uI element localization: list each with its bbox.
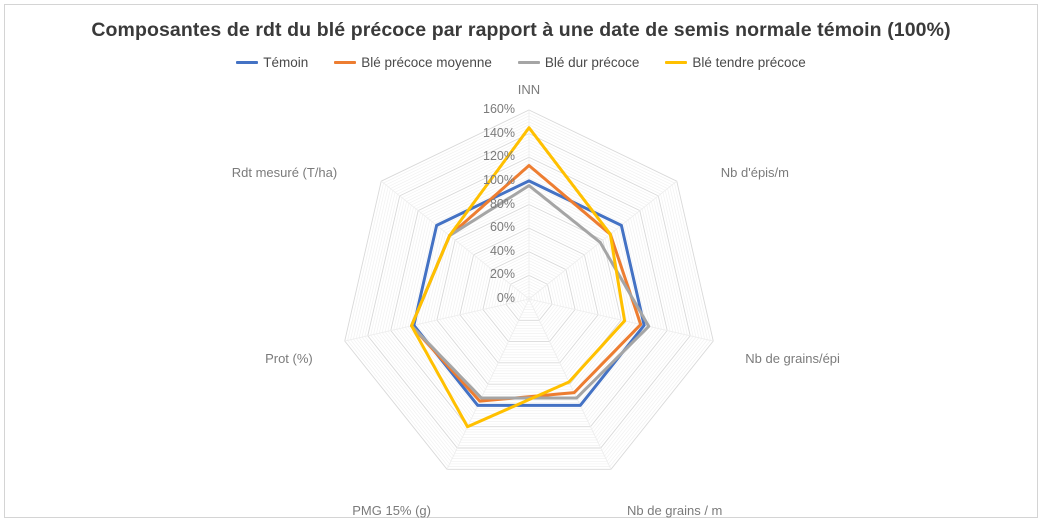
grid-ring	[505, 274, 553, 321]
radial-tick-label: 100%	[483, 172, 515, 187]
grid-ring	[401, 168, 657, 417]
grid-ring	[364, 130, 694, 452]
legend-swatch-icon	[334, 60, 357, 65]
series-polygon[interactable]	[410, 126, 627, 429]
grid-ring	[517, 286, 541, 310]
radial-tick-label: 0%	[496, 291, 515, 305]
grid-ring	[355, 121, 703, 459]
grid-ring	[462, 230, 596, 361]
grid-ring	[430, 198, 628, 390]
grid-ring	[396, 162, 662, 422]
grid-ring	[445, 212, 613, 377]
radial-tick-label: 160%	[483, 102, 515, 116]
grid-ring	[390, 156, 668, 428]
axis-label-2: Nb d'épis/m	[720, 165, 789, 181]
grid-ring	[376, 142, 682, 441]
grid-ring	[519, 289, 539, 308]
legend-item-label: Blé précoce moyenne	[361, 55, 492, 70]
spoke-line	[528, 180, 678, 300]
axis-label-7: Rdt mesuré (T/ha)	[231, 165, 338, 181]
grid-ring	[485, 254, 573, 340]
grid-ring	[416, 183, 642, 404]
chart-frame: Composantes de rdt du blé précoce par ra…	[4, 4, 1038, 518]
legend-item-label: Blé dur précoce	[544, 55, 640, 70]
grid-ring	[393, 159, 665, 425]
grid-ring	[499, 269, 559, 326]
grid-ring	[404, 171, 654, 414]
grid-ring	[508, 277, 550, 318]
grid-ring	[522, 292, 536, 305]
grid-ring	[367, 133, 691, 449]
grid-ring	[399, 165, 659, 420]
page-title: Composantes de rdt du blé précoce par ra…	[91, 19, 951, 41]
grid-ring	[491, 260, 567, 334]
grid-ring	[442, 210, 616, 380]
radial-tick-label: 80%	[489, 196, 515, 211]
grid-ring	[479, 248, 579, 345]
radial-tick-label: 20%	[489, 267, 515, 282]
grid-ring	[494, 263, 564, 332]
legend-swatch-icon	[517, 60, 540, 65]
legend-item-label: Blé tendre précoce	[692, 55, 806, 70]
radar-plot	[344, 109, 714, 470]
axis-label-3: Nb de grains/épi	[745, 351, 840, 367]
grid-ring	[450, 218, 608, 372]
grid-ring	[459, 227, 599, 364]
grid-ring	[381, 148, 677, 436]
legend-item[interactable]: Blé tendre précoce	[665, 55, 806, 70]
legend-swatch-icon	[665, 60, 688, 65]
grid-ring	[361, 127, 697, 454]
grid-ring	[407, 174, 651, 412]
grid-ring	[453, 221, 605, 369]
grid-ring	[448, 215, 610, 374]
chart-legend: Témoin Blé précoce moyenne Blé dur précoce…	[5, 55, 1037, 70]
grid-ring	[384, 150, 674, 433]
grid-ring	[488, 257, 570, 337]
radar-series-layer	[410, 126, 651, 429]
grid-ring	[496, 266, 562, 329]
legend-item[interactable]: Blé précoce moyenne	[334, 55, 492, 70]
radar-spokes	[344, 110, 714, 470]
grid-ring	[378, 145, 680, 438]
radial-tick-label: 140%	[483, 125, 515, 140]
grid-ring	[370, 136, 688, 446]
axis-label-5: PMG 15% (g)	[352, 503, 431, 519]
grid-ring	[358, 124, 700, 457]
grid-ring	[433, 201, 625, 388]
grid-ring	[456, 224, 602, 366]
radial-tick-label: 60%	[489, 220, 515, 235]
grid-ring	[387, 153, 671, 430]
grid-ring	[350, 115, 708, 465]
radial-tick-label: 40%	[489, 243, 515, 258]
legend-swatch-icon	[236, 60, 259, 65]
legend-item[interactable]: Témoin	[236, 55, 308, 70]
grid-ring	[471, 239, 587, 353]
grid-ring	[347, 112, 711, 467]
grid-ring	[353, 118, 705, 462]
grid-ring	[514, 283, 544, 313]
grid-ring	[473, 242, 585, 350]
spoke-line	[380, 180, 530, 300]
spoke-line	[344, 298, 530, 342]
grid-ring	[511, 280, 547, 316]
axis-label-4: Nb de grains / m	[627, 503, 723, 519]
spoke-line	[446, 298, 530, 470]
grid-ring	[465, 233, 593, 358]
grid-ring	[502, 272, 556, 324]
series-polygon[interactable]	[412, 179, 646, 407]
axis-label-6: Prot (%)	[265, 351, 313, 367]
axis-label-1: INN	[517, 82, 541, 97]
grid-ring	[410, 177, 648, 409]
grid-ring	[439, 207, 619, 382]
grid-ring	[468, 236, 590, 356]
legend-item[interactable]: Blé dur précoce	[517, 55, 640, 70]
radial-tick-label: 120%	[483, 149, 515, 164]
spoke-line	[528, 298, 714, 342]
spoke-line	[528, 298, 612, 470]
grid-ring	[476, 245, 582, 348]
grid-ring	[482, 251, 576, 343]
grid-ring	[344, 109, 714, 470]
grid-ring	[373, 139, 685, 444]
legend-item-label: Témoin	[263, 55, 309, 70]
